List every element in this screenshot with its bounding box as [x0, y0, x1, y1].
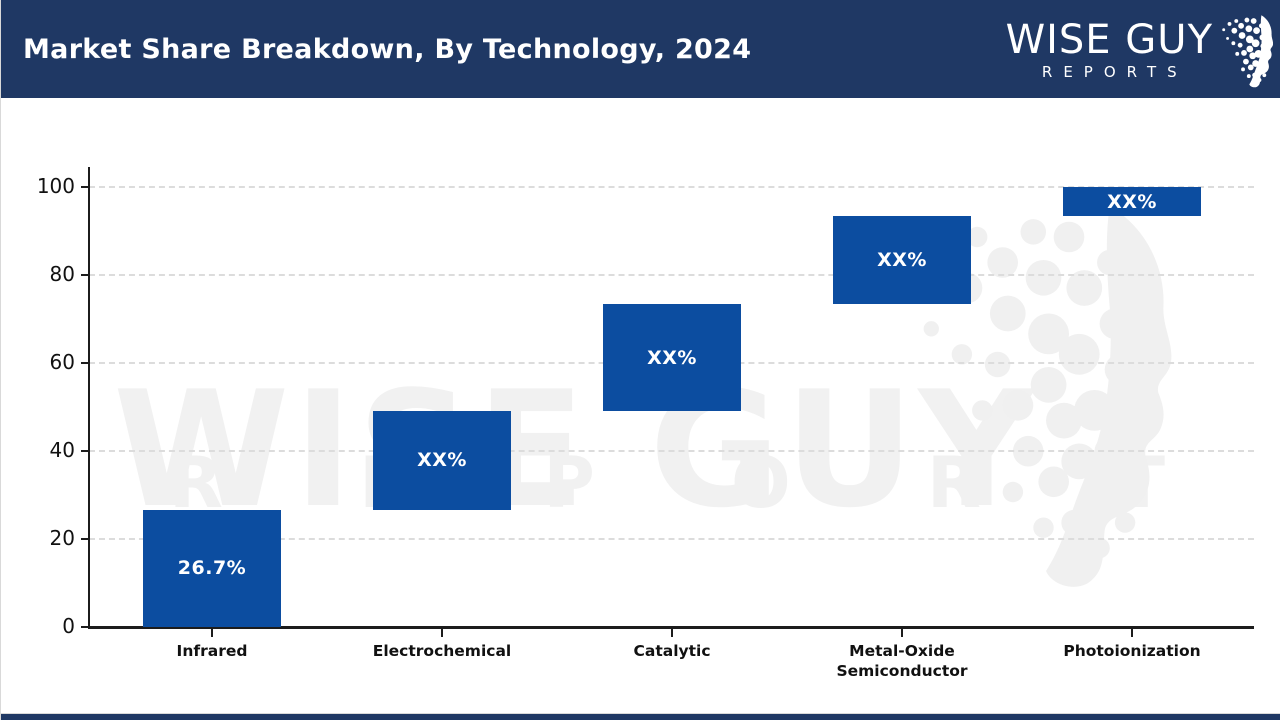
logo-text: WISE GUY REPORTS — [1006, 19, 1213, 81]
x-tick-label-infrared: Infrared — [176, 642, 248, 660]
bar-electrochemical: XX% — [373, 411, 511, 510]
y-tick-mark-100 — [81, 186, 89, 188]
bar-infrared: 26.7% — [143, 509, 281, 627]
y-tick-label-100: 100 — [36, 174, 75, 198]
x-axis — [88, 626, 1254, 629]
y-axis — [88, 167, 90, 629]
logo-wordmark: WISE GUY — [1005, 17, 1213, 63]
x-tick-label-electrochemical: Electrochemical — [372, 642, 512, 660]
bar-value-label-catalytic: XX% — [647, 346, 697, 369]
x-tick-mark-electrochemical — [441, 629, 443, 637]
bar-value-label-photoionization: XX% — [1107, 190, 1157, 213]
y-tick-label-40: 40 — [49, 438, 75, 462]
market-share-chart: WISE GUY R E P O R T S 02040608010026.7%… — [1, 98, 1280, 714]
y-tick-mark-40 — [81, 450, 89, 452]
page-title: Market Share Breakdown, By Technology, 2… — [23, 33, 752, 65]
watermark-wordmark: WISE GUY — [113, 356, 1039, 543]
y-tick-label-0: 0 — [62, 614, 75, 638]
x-tick-mark-photoionization — [1131, 629, 1133, 637]
x-tick-mark-catalytic — [671, 629, 673, 637]
bar-value-label-infrared: 26.7% — [177, 557, 247, 580]
x-tick-label-metal-oxide-semiconductor: Metal-Oxide Semiconductor — [836, 642, 968, 681]
bar-value-label-electrochemical: XX% — [417, 449, 467, 472]
footer-accent-strip — [1, 714, 1280, 720]
y-tick-mark-80 — [81, 274, 89, 276]
y-tick-mark-60 — [81, 362, 89, 364]
y-tick-mark-20 — [81, 538, 89, 540]
y-tick-label-60: 60 — [49, 350, 75, 374]
y-tick-mark-0 — [81, 626, 89, 628]
x-tick-label-catalytic: Catalytic — [633, 642, 711, 660]
bar-metal-oxide-semiconductor: XX% — [833, 216, 971, 305]
logo-subtext: REPORTS — [1041, 63, 1188, 81]
x-tick-mark-infrared — [211, 629, 213, 637]
gridline-80 — [89, 274, 1254, 276]
y-tick-label-20: 20 — [49, 526, 75, 550]
dotted-head-profile-icon — [1222, 15, 1273, 88]
x-tick-mark-metal-oxide-semiconductor — [901, 629, 903, 637]
bar-value-label-metal-oxide-semiconductor: XX% — [877, 249, 927, 272]
bar-catalytic: XX% — [603, 304, 741, 412]
bottom-border — [1, 713, 1280, 714]
bar-photoionization: XX% — [1063, 187, 1201, 217]
wise-guy-reports-logo: WISE GUY REPORTS — [1006, 4, 1273, 96]
gridline-40 — [89, 450, 1254, 452]
header-bar: Market Share Breakdown, By Technology, 2… — [1, 0, 1280, 98]
gridline-100 — [89, 186, 1254, 188]
gridline-20 — [89, 538, 1254, 540]
y-tick-label-80: 80 — [49, 262, 75, 286]
x-tick-label-photoionization: Photoionization — [1063, 642, 1201, 660]
